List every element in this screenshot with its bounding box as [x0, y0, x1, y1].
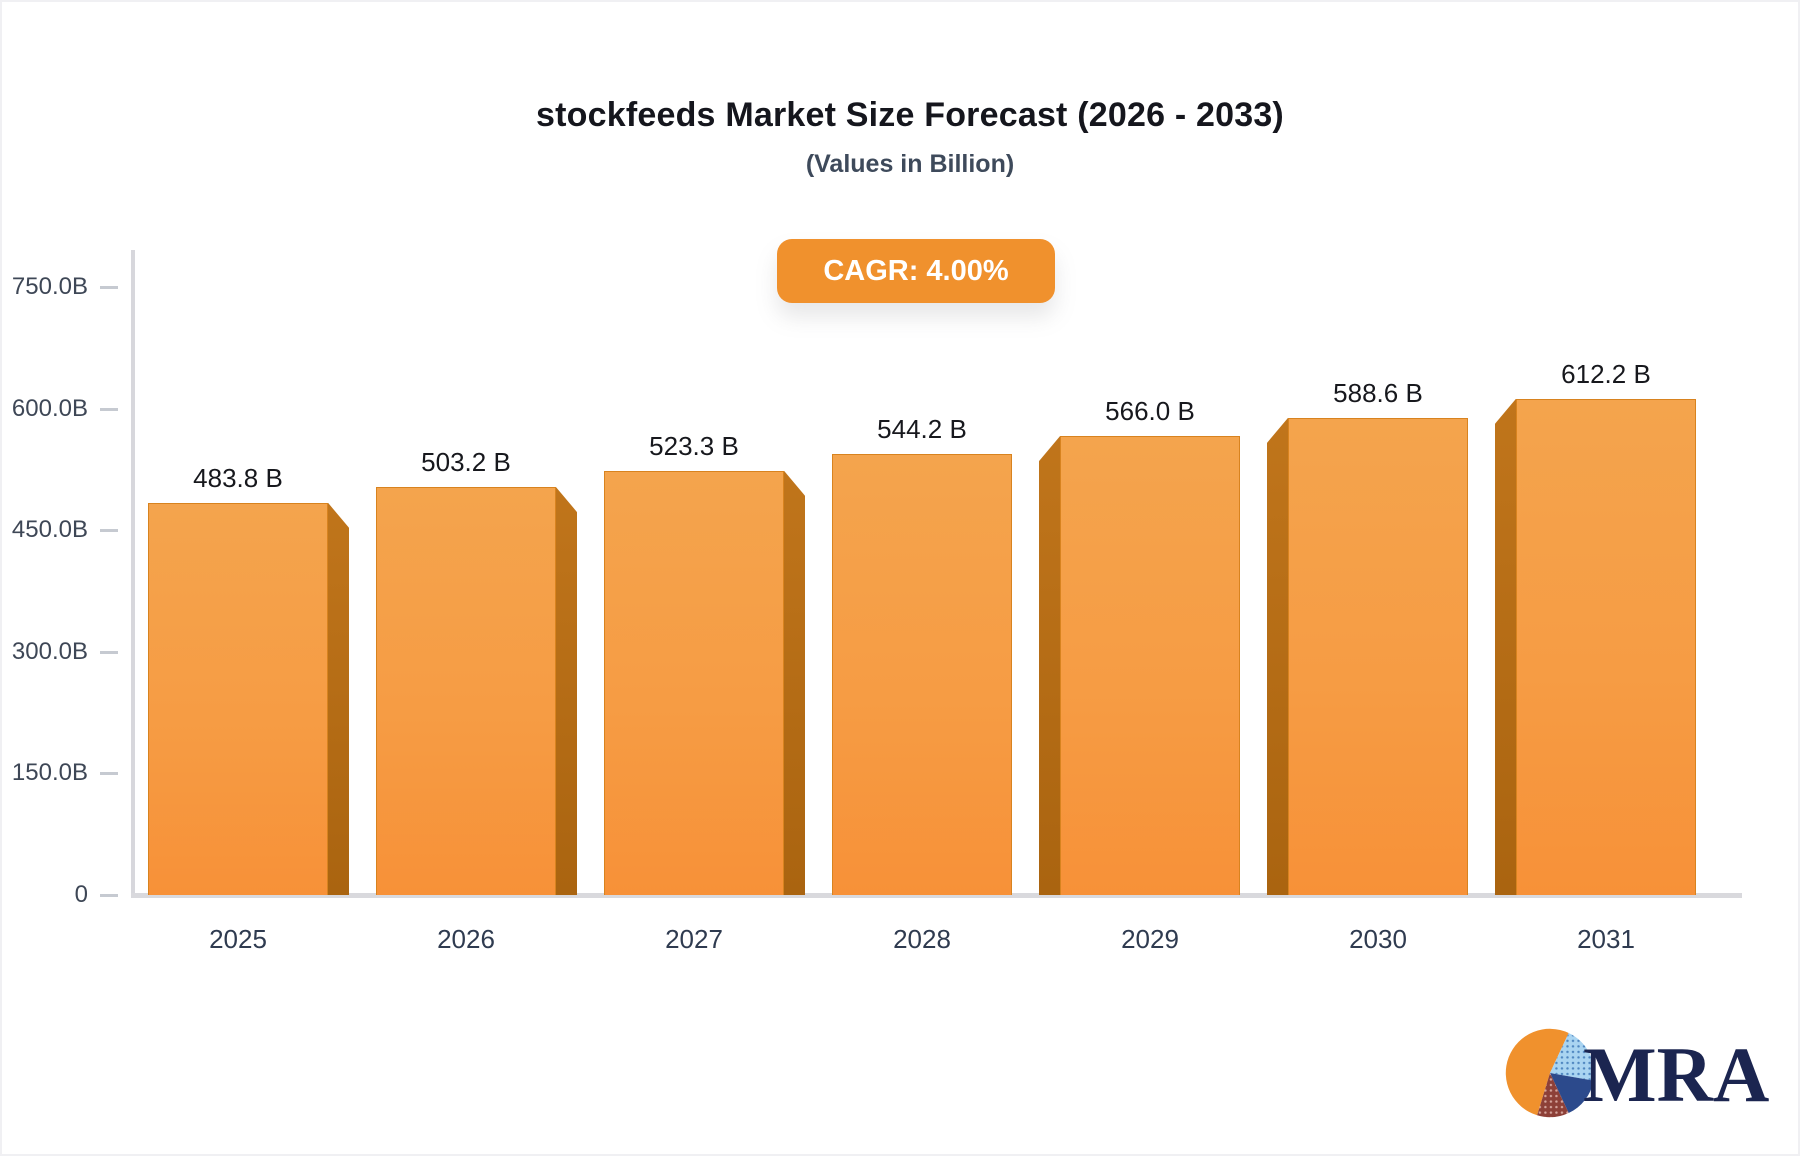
bar-side-face	[784, 470, 805, 895]
bar-2029	[1060, 436, 1240, 895]
y-tick-mark	[100, 286, 118, 289]
logo-text: MRA	[1583, 1031, 1770, 1118]
bar-value-label: 483.8 B	[193, 462, 283, 493]
y-tick-mark	[100, 894, 118, 897]
bar-value-label: 523.3 B	[649, 430, 739, 461]
bar-2027	[604, 470, 784, 895]
y-tick-mark	[100, 772, 118, 776]
y-tick-label: 450.0B	[11, 516, 88, 544]
x-axis-label-2029: 2029	[1121, 924, 1179, 954]
bar-side-face	[1267, 417, 1288, 895]
x-axis-label-2028: 2028	[893, 924, 951, 954]
y-tick-label: 300.0B	[11, 637, 88, 665]
bar-2030	[1288, 417, 1468, 895]
y-tick-mark	[100, 407, 118, 411]
bar-side-face	[1495, 398, 1516, 895]
bar-value-label: 566.0 B	[1105, 396, 1195, 427]
y-tick-label: 750.0B	[11, 273, 88, 300]
y-tick-mark	[100, 529, 118, 533]
x-axis-label-2026: 2026	[437, 924, 495, 954]
y-tick-label: 600.0B	[11, 394, 88, 422]
mra-logo: MRA	[1504, 1026, 1769, 1124]
x-axis-label-2027: 2027	[665, 924, 723, 954]
bar-2028	[832, 453, 1012, 895]
bar-side-face	[328, 502, 349, 895]
y-axis-line	[131, 250, 135, 898]
bar-side-face	[556, 487, 577, 895]
x-axis-label-2025: 2025	[209, 924, 267, 954]
bar-value-label: 544.2 B	[877, 413, 967, 444]
pie-chart-icon	[1504, 1027, 1596, 1124]
cagr-badge: CAGR: 4.00%	[777, 239, 1055, 303]
x-axis-label-2030: 2030	[1349, 924, 1407, 954]
x-axis-label-2031: 2031	[1577, 924, 1635, 954]
y-tick-mark	[100, 650, 118, 654]
bar-2025	[148, 502, 328, 895]
bar-value-label: 503.2 B	[421, 447, 511, 478]
y-tick-label: 0	[74, 881, 88, 908]
x-axis-baseline	[131, 893, 1742, 898]
y-tick-label: 150.0B	[11, 759, 88, 787]
bar-value-label: 588.6 B	[1333, 377, 1423, 408]
bar-value-label: 612.2 B	[1561, 358, 1651, 389]
bar-2031	[1516, 398, 1696, 895]
bar-2026	[376, 487, 556, 895]
bar-side-face	[1039, 436, 1060, 895]
chart-subtitle: (Values in Billion)	[805, 150, 1015, 178]
chart-title: stockfeeds Market Size Forecast (2026 - …	[536, 96, 1284, 134]
